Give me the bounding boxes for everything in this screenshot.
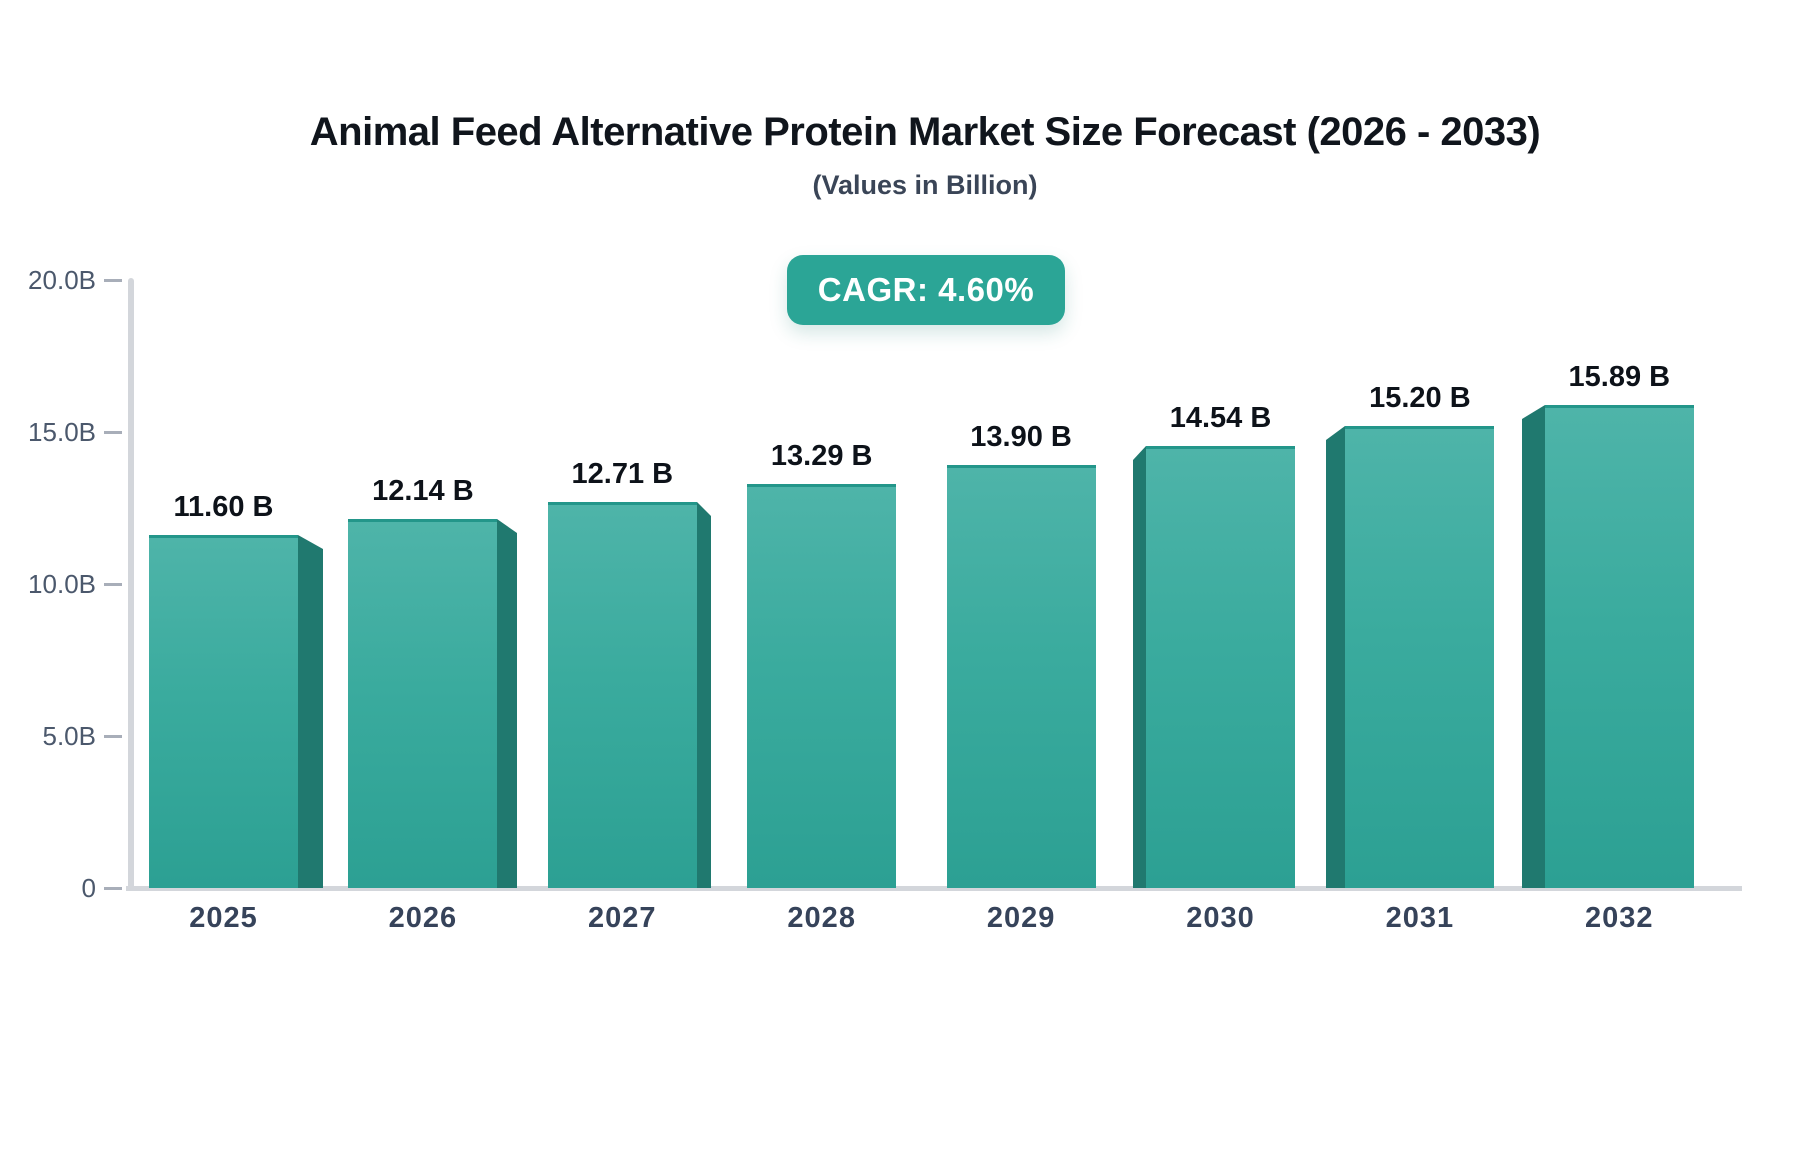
x-axis-label: 2026 [388, 902, 458, 934]
x-axis-label: 2029 [986, 902, 1056, 934]
x-axis-line [126, 886, 1742, 891]
y-axis-label: 0 [81, 873, 96, 903]
y-axis-line [128, 278, 134, 889]
y-axis-tick [104, 735, 122, 738]
bar-value-label: 12.71 B [571, 458, 674, 490]
x-axis-label: 2032 [1585, 902, 1654, 934]
x-axis-label: 2027 [588, 902, 657, 934]
bar-value-label: 15.89 B [1568, 361, 1671, 393]
bar [747, 484, 896, 888]
x-axis-label: 2028 [787, 902, 856, 934]
y-axis-label: 15.0B [28, 417, 96, 447]
bar-3d-side [697, 502, 711, 888]
bar-3d-side [1326, 426, 1345, 888]
chart-subtitle: (Values in Billion) [812, 170, 1038, 200]
bar-3d-side [1522, 405, 1545, 888]
bar [348, 519, 497, 888]
bar-value-label: 15.20 B [1369, 382, 1471, 414]
x-axis-label: 2031 [1385, 902, 1455, 934]
bar [1545, 405, 1694, 888]
bar [548, 502, 697, 888]
y-axis-tick [104, 279, 122, 282]
y-axis-tick [104, 583, 122, 586]
y-axis-tick [104, 887, 122, 890]
chart-title: Animal Feed Alternative Protein Market S… [309, 110, 1541, 154]
y-axis-label: 20.0B [28, 265, 96, 295]
bar-value-label: 11.60 B [173, 491, 274, 523]
bar [947, 465, 1096, 888]
bar-value-label: 13.29 B [770, 440, 873, 472]
bar [149, 535, 298, 888]
bar [1146, 446, 1295, 888]
bar-value-label: 12.14 B [372, 475, 474, 507]
bar-value-label: 13.90 B [970, 421, 1072, 453]
y-axis-tick [104, 431, 122, 434]
y-axis-label: 10.0B [28, 569, 96, 599]
bar-3d-side [497, 519, 517, 888]
bar-3d-side [298, 535, 323, 888]
x-axis-label: 2025 [189, 902, 258, 934]
bar-3d-side [1133, 446, 1146, 888]
bar-value-label: 14.54 B [1169, 402, 1272, 434]
x-axis-label: 2030 [1186, 902, 1255, 934]
y-axis-label: 5.0B [42, 721, 97, 751]
bar [1345, 426, 1494, 888]
cagr-badge: CAGR: 4.60% [787, 255, 1065, 325]
